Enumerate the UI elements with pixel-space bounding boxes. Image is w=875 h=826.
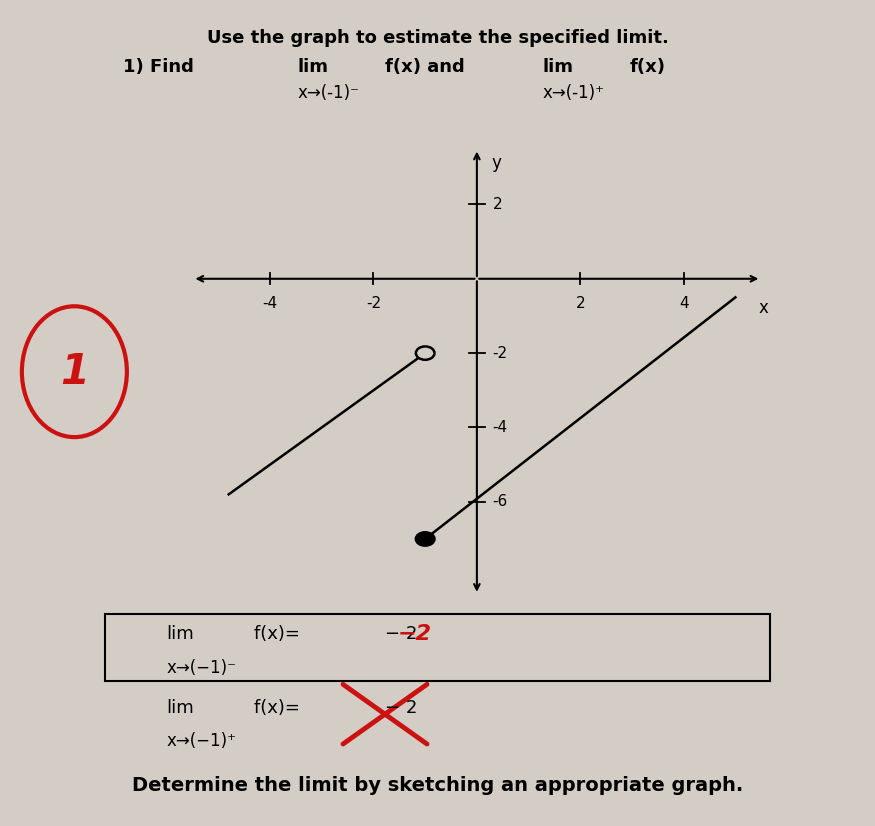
Text: f(x) and: f(x) and bbox=[385, 58, 465, 76]
Circle shape bbox=[416, 532, 435, 546]
Circle shape bbox=[416, 346, 435, 360]
Text: 2: 2 bbox=[493, 197, 502, 212]
Text: 1) Find: 1) Find bbox=[123, 58, 193, 76]
Text: -6: -6 bbox=[493, 494, 507, 510]
Text: -2: -2 bbox=[493, 345, 507, 361]
Text: −2: −2 bbox=[398, 624, 432, 644]
Text: -4: -4 bbox=[262, 296, 277, 311]
Text: f(x): f(x) bbox=[630, 58, 666, 76]
Text: x: x bbox=[759, 299, 768, 317]
Text: x→(-1)⁺: x→(-1)⁺ bbox=[542, 84, 605, 102]
Text: lim: lim bbox=[298, 58, 328, 76]
Text: Use the graph to estimate the specified limit.: Use the graph to estimate the specified … bbox=[206, 29, 668, 47]
Text: lim: lim bbox=[542, 58, 573, 76]
Text: lim: lim bbox=[166, 625, 194, 643]
Text: -2: -2 bbox=[366, 296, 381, 311]
Text: y: y bbox=[492, 154, 501, 173]
Text: f(x)=: f(x)= bbox=[254, 625, 305, 643]
Text: 2: 2 bbox=[576, 296, 585, 311]
Text: 1: 1 bbox=[60, 351, 89, 392]
Text: lim: lim bbox=[166, 699, 194, 717]
Text: − 2: − 2 bbox=[385, 625, 417, 643]
Text: Determine the limit by sketching an appropriate graph.: Determine the limit by sketching an appr… bbox=[132, 776, 743, 795]
Text: x→(−1)⁺: x→(−1)⁺ bbox=[166, 732, 236, 750]
Text: -4: -4 bbox=[493, 420, 507, 435]
Text: − 2: − 2 bbox=[385, 699, 417, 717]
Text: 4: 4 bbox=[679, 296, 689, 311]
Text: x→(−1)⁻: x→(−1)⁻ bbox=[166, 659, 236, 676]
Text: x→(-1)⁻: x→(-1)⁻ bbox=[298, 84, 360, 102]
Text: f(x)=: f(x)= bbox=[254, 699, 305, 717]
